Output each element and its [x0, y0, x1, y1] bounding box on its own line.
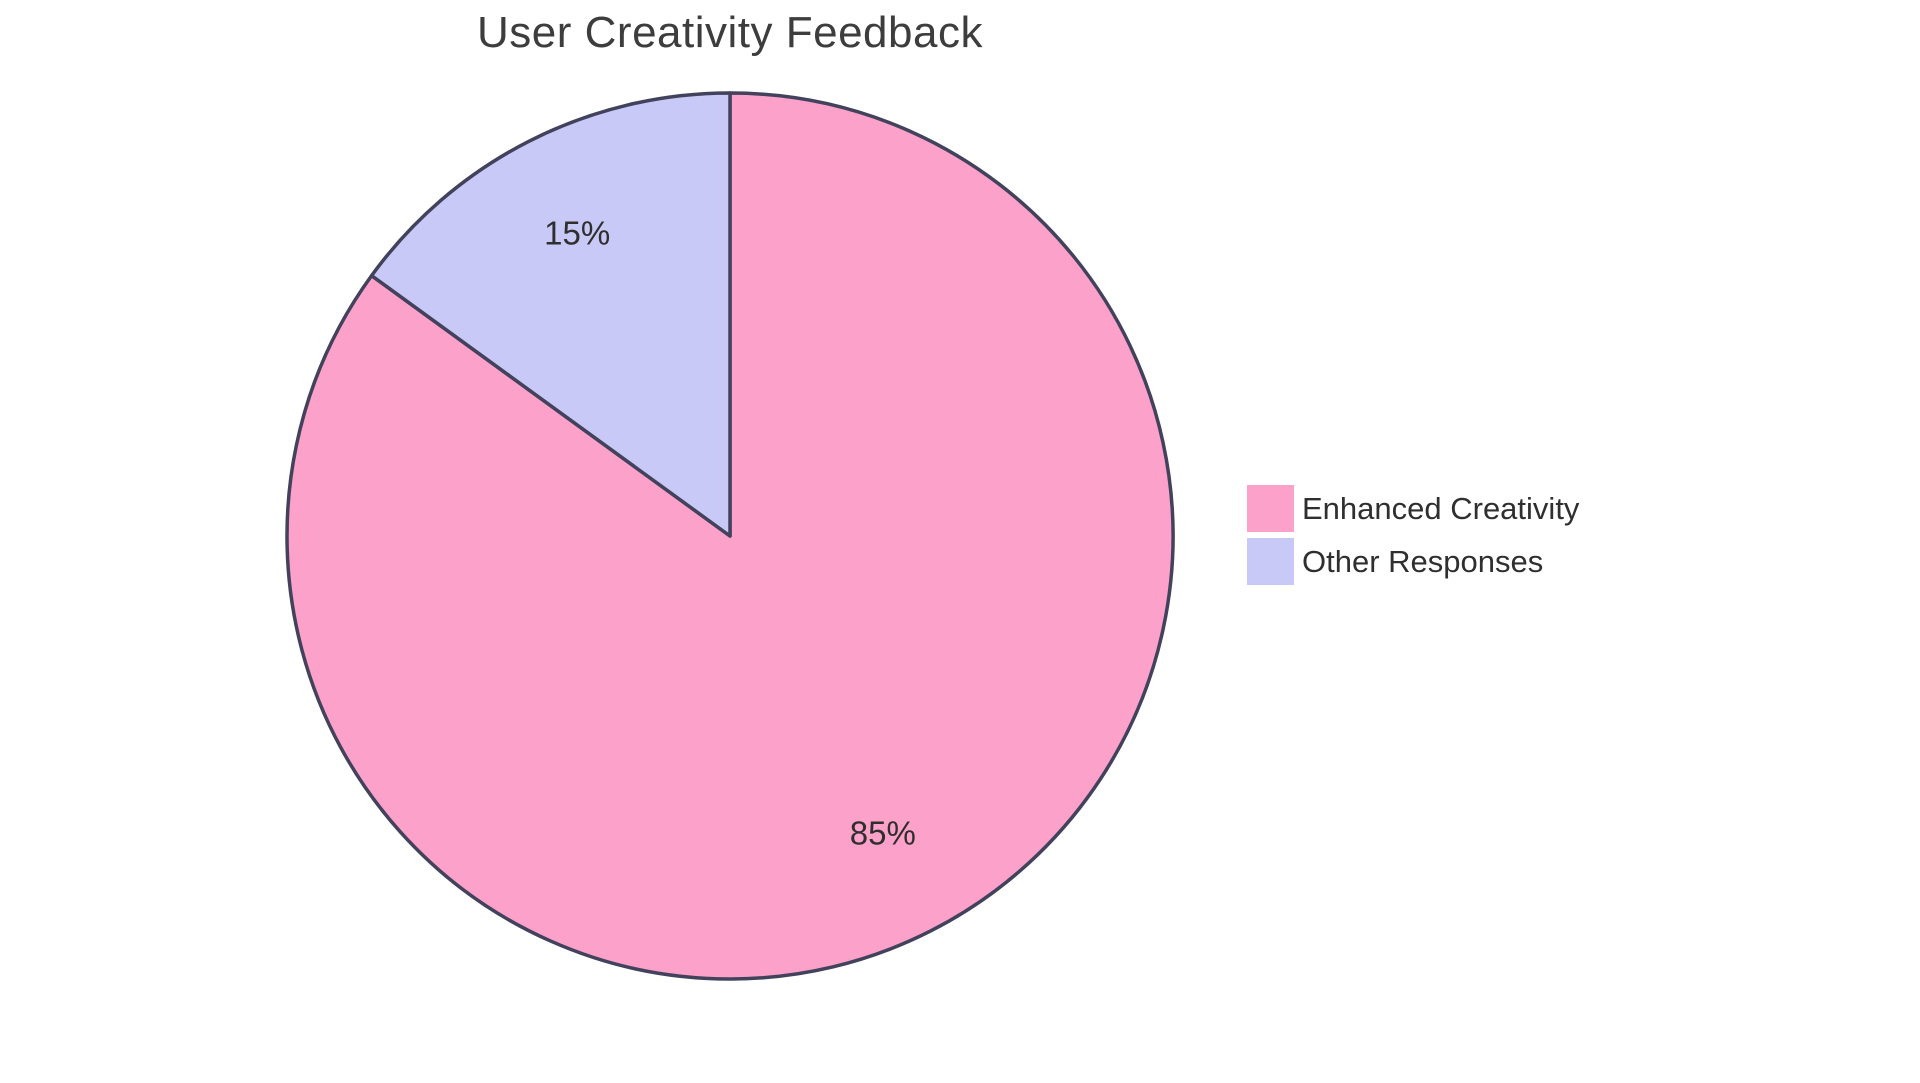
- slice-percentage-label-enhanced-creativity: 85%: [850, 815, 916, 852]
- slice-percentage-label-other-responses: 15%: [544, 215, 610, 252]
- legend-item-other-responses: Other Responses: [1247, 538, 1579, 585]
- legend-item-enhanced-creativity: Enhanced Creativity: [1247, 485, 1579, 532]
- legend-swatch-other-responses: [1247, 538, 1294, 585]
- legend-label-enhanced-creativity: Enhanced Creativity: [1302, 490, 1580, 526]
- legend: Enhanced Creativity Other Responses: [1247, 485, 1579, 585]
- legend-label-other-responses: Other Responses: [1302, 543, 1544, 579]
- chart-title: User Creativity Feedback: [477, 8, 983, 57]
- pie-slice-enhanced-creativity: [285, 91, 1175, 981]
- pie-slice-other-responses: [369, 91, 732, 538]
- legend-swatch-enhanced-creativity: [1247, 485, 1294, 532]
